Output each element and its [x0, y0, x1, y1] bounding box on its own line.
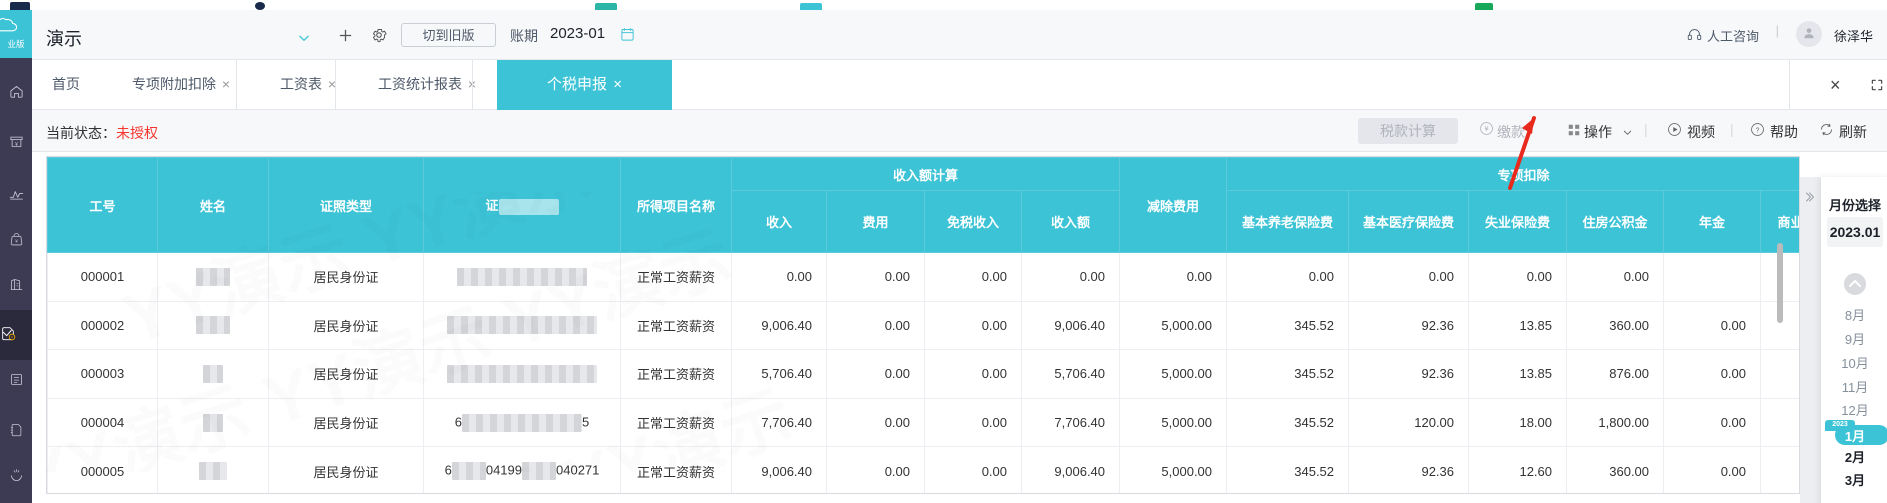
svg-text:?: ?	[1756, 127, 1760, 134]
svg-text:¥: ¥	[15, 238, 18, 243]
svg-text:¥: ¥	[1485, 126, 1489, 133]
svg-text:¥: ¥	[15, 142, 18, 148]
